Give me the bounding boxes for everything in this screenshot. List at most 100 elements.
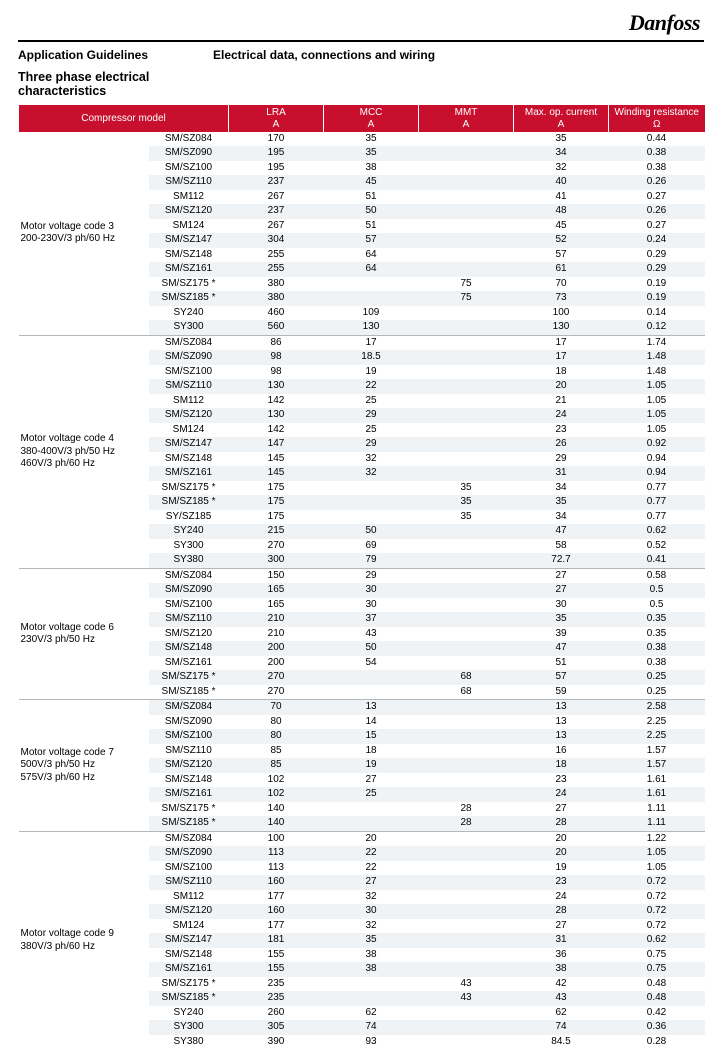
value-cell (419, 233, 514, 248)
model-cell: SM/SZ120 (149, 204, 229, 219)
value-cell: 43 (419, 977, 514, 992)
value-cell (419, 539, 514, 554)
value-cell: 23 (514, 875, 609, 890)
group-label: Motor voltage code 4 380-400V/3 ph/50 Hz… (19, 335, 149, 568)
value-cell (324, 977, 419, 992)
value-cell (419, 861, 514, 876)
model-cell: SM/SZ185 * (149, 685, 229, 700)
value-cell: 140 (229, 816, 324, 831)
value-cell (419, 641, 514, 656)
model-cell: SM/SZ161 (149, 656, 229, 671)
model-cell: SM/SZ100 (149, 598, 229, 613)
value-cell (419, 423, 514, 438)
value-cell: 0.72 (609, 890, 705, 905)
value-cell (419, 919, 514, 934)
value-cell: 0.72 (609, 904, 705, 919)
value-cell: 0.48 (609, 977, 705, 992)
value-cell: 50 (324, 524, 419, 539)
model-cell: SM/SZ100 (149, 729, 229, 744)
value-cell: 18.5 (324, 350, 419, 365)
value-cell: 0.25 (609, 670, 705, 685)
value-cell: 42 (514, 977, 609, 992)
model-cell: SM112 (149, 190, 229, 205)
value-cell: 80 (229, 729, 324, 744)
value-cell: 0.19 (609, 277, 705, 292)
value-cell: 195 (229, 146, 324, 161)
table-row: Motor voltage code 9 380V/3 ph/60 HzSM/S… (19, 831, 705, 846)
value-cell: 74 (324, 1020, 419, 1035)
value-cell (419, 627, 514, 642)
value-cell: 0.77 (609, 510, 705, 525)
model-cell: SM/SZ110 (149, 875, 229, 890)
model-cell: SM112 (149, 394, 229, 409)
value-cell: 0.5 (609, 598, 705, 613)
value-cell (419, 394, 514, 409)
value-cell: 27 (514, 568, 609, 583)
value-cell: 73 (514, 291, 609, 306)
value-cell: 1.61 (609, 773, 705, 788)
value-cell: 0.42 (609, 1006, 705, 1021)
value-cell: 0.19 (609, 291, 705, 306)
value-cell: 21 (514, 394, 609, 409)
value-cell (419, 744, 514, 759)
model-cell: SM/SZ090 (149, 350, 229, 365)
value-cell: 51 (514, 656, 609, 671)
value-cell: 35 (419, 495, 514, 510)
model-cell: SM/SZ161 (149, 962, 229, 977)
value-cell: 215 (229, 524, 324, 539)
model-cell: SM/SZ148 (149, 773, 229, 788)
value-cell: 68 (419, 685, 514, 700)
value-cell: 29 (514, 452, 609, 467)
value-cell (324, 481, 419, 496)
value-cell (419, 933, 514, 948)
value-cell: 70 (514, 277, 609, 292)
model-cell: SM/SZ084 (149, 568, 229, 583)
model-cell: SM/SZ084 (149, 831, 229, 846)
value-cell: 210 (229, 612, 324, 627)
value-cell: 177 (229, 919, 324, 934)
model-cell: SM/SZ161 (149, 466, 229, 481)
spec-table: Compressor model LRA MCC MMT Max. op. cu… (18, 105, 705, 1050)
value-cell: 0.35 (609, 612, 705, 627)
value-cell: 25 (324, 787, 419, 802)
value-cell: 175 (229, 495, 324, 510)
value-cell: 54 (324, 656, 419, 671)
model-cell: SM/SZ120 (149, 627, 229, 642)
model-cell: SY380 (149, 1035, 229, 1050)
value-cell: 0.72 (609, 875, 705, 890)
model-cell: SM/SZ120 (149, 904, 229, 919)
value-cell (419, 452, 514, 467)
value-cell: 255 (229, 262, 324, 277)
value-cell: 17 (514, 335, 609, 350)
value-cell: 26 (514, 437, 609, 452)
model-cell: SM/SZ120 (149, 758, 229, 773)
value-cell: 1.11 (609, 816, 705, 831)
model-cell: SM/SZ185 * (149, 291, 229, 306)
value-cell: 20 (514, 846, 609, 861)
value-cell: 22 (324, 846, 419, 861)
value-cell: 29 (324, 408, 419, 423)
col-mmt: MMT (419, 105, 514, 119)
value-cell: 142 (229, 394, 324, 409)
model-cell: SM/SZ100 (149, 861, 229, 876)
value-cell: 177 (229, 890, 324, 905)
value-cell: 24 (514, 890, 609, 905)
value-cell: 0.92 (609, 437, 705, 452)
model-cell: SM/SZ161 (149, 787, 229, 802)
value-cell: 34 (514, 510, 609, 525)
group-label: Motor voltage code 3 200-230V/3 ph/60 Hz (19, 132, 149, 336)
value-cell: 160 (229, 875, 324, 890)
value-cell: 0.75 (609, 948, 705, 963)
model-cell: SM/SZ110 (149, 175, 229, 190)
value-cell (419, 524, 514, 539)
value-cell: 380 (229, 291, 324, 306)
value-cell: 235 (229, 977, 324, 992)
value-cell: 98 (229, 350, 324, 365)
value-cell: 0.38 (609, 161, 705, 176)
col-mcc: MCC (324, 105, 419, 119)
group-label: Motor voltage code 9 380V/3 ph/60 Hz (19, 831, 149, 1049)
value-cell: 43 (419, 991, 514, 1006)
value-cell: 0.14 (609, 306, 705, 321)
value-cell: 52 (514, 233, 609, 248)
value-cell (419, 656, 514, 671)
